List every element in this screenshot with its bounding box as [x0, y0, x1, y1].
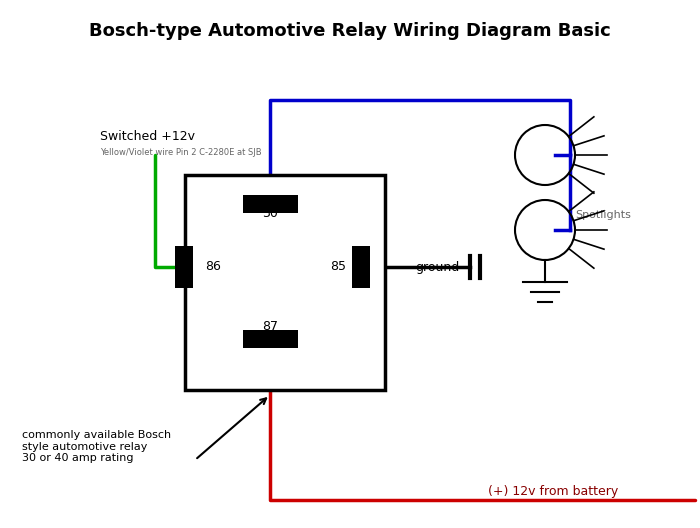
Text: ground: ground	[415, 260, 459, 274]
Text: Yellow/Violet wire Pin 2 C-2280E at SJB: Yellow/Violet wire Pin 2 C-2280E at SJB	[100, 148, 262, 157]
Bar	[352, 246, 370, 288]
Bar	[243, 330, 298, 348]
Text: commonly available Bosch
style automotive relay
30 or 40 amp rating: commonly available Bosch style automotiv…	[22, 430, 171, 463]
Text: 85: 85	[330, 260, 346, 274]
Text: 30: 30	[262, 207, 278, 220]
Bar	[185, 175, 385, 390]
Bar	[243, 195, 298, 213]
Bar	[175, 246, 193, 288]
Text: Switched +12v: Switched +12v	[100, 130, 195, 143]
Text: 87: 87	[262, 320, 278, 333]
Text: (+) 12v from battery: (+) 12v from battery	[488, 486, 618, 498]
Text: 86: 86	[205, 260, 221, 274]
Text: Spotlights: Spotlights	[575, 210, 631, 220]
Text: Bosch-type Automotive Relay Wiring Diagram Basic: Bosch-type Automotive Relay Wiring Diagr…	[89, 22, 611, 40]
